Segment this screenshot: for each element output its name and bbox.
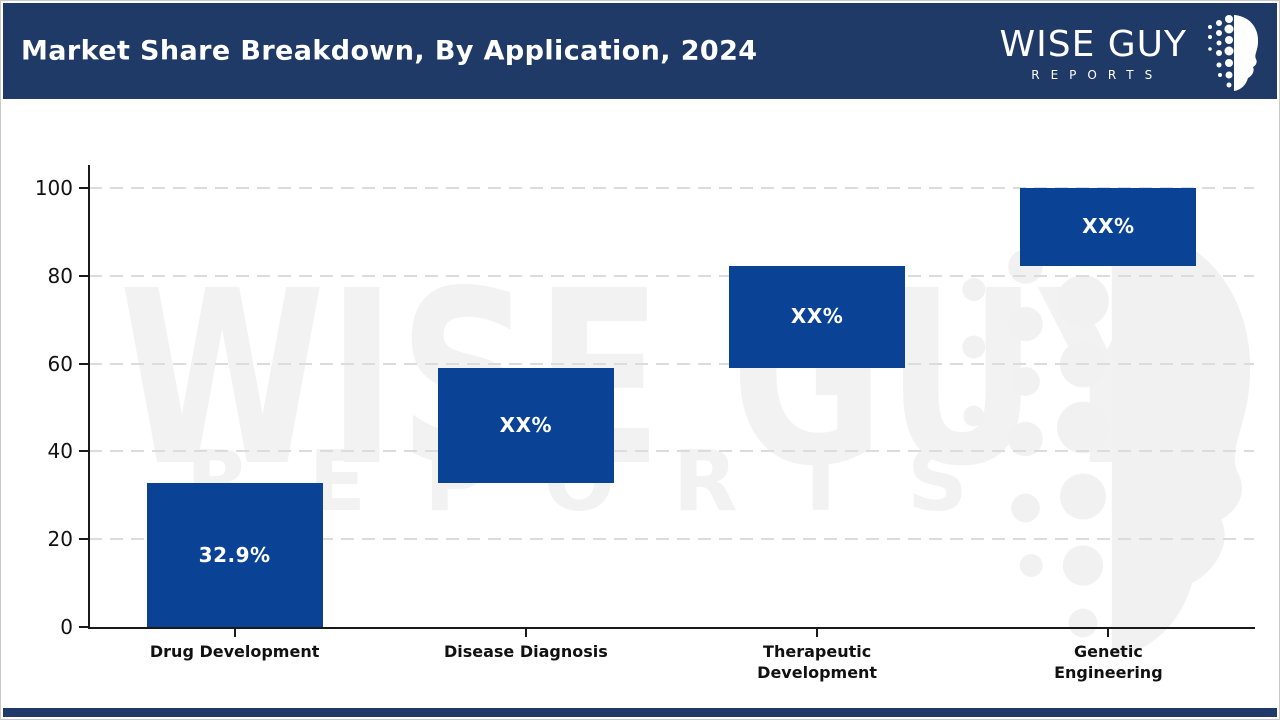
- bar-value-label: XX%: [790, 303, 844, 328]
- x-tick-mark: [524, 629, 527, 637]
- logo-wordmark: WISE GUY REPORTS: [999, 24, 1188, 83]
- gridline-80: [89, 274, 1254, 277]
- x-category-label-disease-diagnosis: Disease Diagnosis: [443, 642, 608, 661]
- bar-therapeutic-development: XX%: [729, 265, 906, 368]
- bar-value-label: 32.9%: [198, 542, 271, 567]
- y-tick-mark: [79, 362, 88, 365]
- header-bar: Market Share Breakdown, By Application, …: [3, 3, 1277, 99]
- logo-reports-text: REPORTS: [1031, 68, 1164, 82]
- logo-wiseguy-text: WISE GUY: [999, 24, 1187, 65]
- gridline-20: [89, 538, 1254, 541]
- y-tick-mark: [79, 274, 88, 277]
- y-tick-label: 0: [60, 615, 73, 639]
- footer-bar: [3, 708, 1277, 717]
- bar-drug-development: 32.9%: [146, 482, 323, 627]
- x-axis: [88, 627, 1255, 629]
- y-tick-label: 20: [47, 527, 73, 552]
- wise-guy-reports-logo: WISE GUY REPORTS: [1000, 11, 1269, 95]
- y-tick-mark: [79, 626, 88, 628]
- page-title: Market Share Breakdown, By Application, …: [21, 35, 758, 67]
- x-category-label-therapeutic-development: Therapeutic Development: [757, 642, 878, 683]
- y-tick-label: 80: [47, 263, 73, 288]
- bar-disease-diagnosis: XX%: [437, 367, 614, 483]
- x-tick-mark: [1107, 629, 1110, 637]
- bar-value-label: XX%: [499, 412, 553, 437]
- y-tick-mark: [79, 538, 88, 541]
- dotted-head-icon: [1208, 15, 1259, 91]
- gridline-40: [89, 450, 1254, 453]
- x-tick-mark: [233, 629, 236, 637]
- y-tick-label: 40: [47, 439, 73, 464]
- watermark-wiseguy-text: WISE GUY: [119, 239, 1177, 519]
- y-tick-mark: [79, 450, 88, 453]
- x-category-label-genetic-engineering: Genetic Engineering: [1054, 642, 1163, 683]
- gridline-100: [89, 187, 1254, 189]
- bar-genetic-engineering: XX%: [1020, 188, 1197, 266]
- x-category-label-drug-development: Drug Development: [149, 642, 320, 661]
- y-tick-mark: [79, 187, 88, 189]
- y-tick-label: 60: [47, 351, 73, 376]
- y-tick-label: 100: [34, 176, 73, 200]
- x-tick-mark: [816, 629, 819, 637]
- gridline-60: [89, 362, 1254, 365]
- bar-value-label: XX%: [1082, 214, 1135, 238]
- y-axis: [88, 165, 90, 629]
